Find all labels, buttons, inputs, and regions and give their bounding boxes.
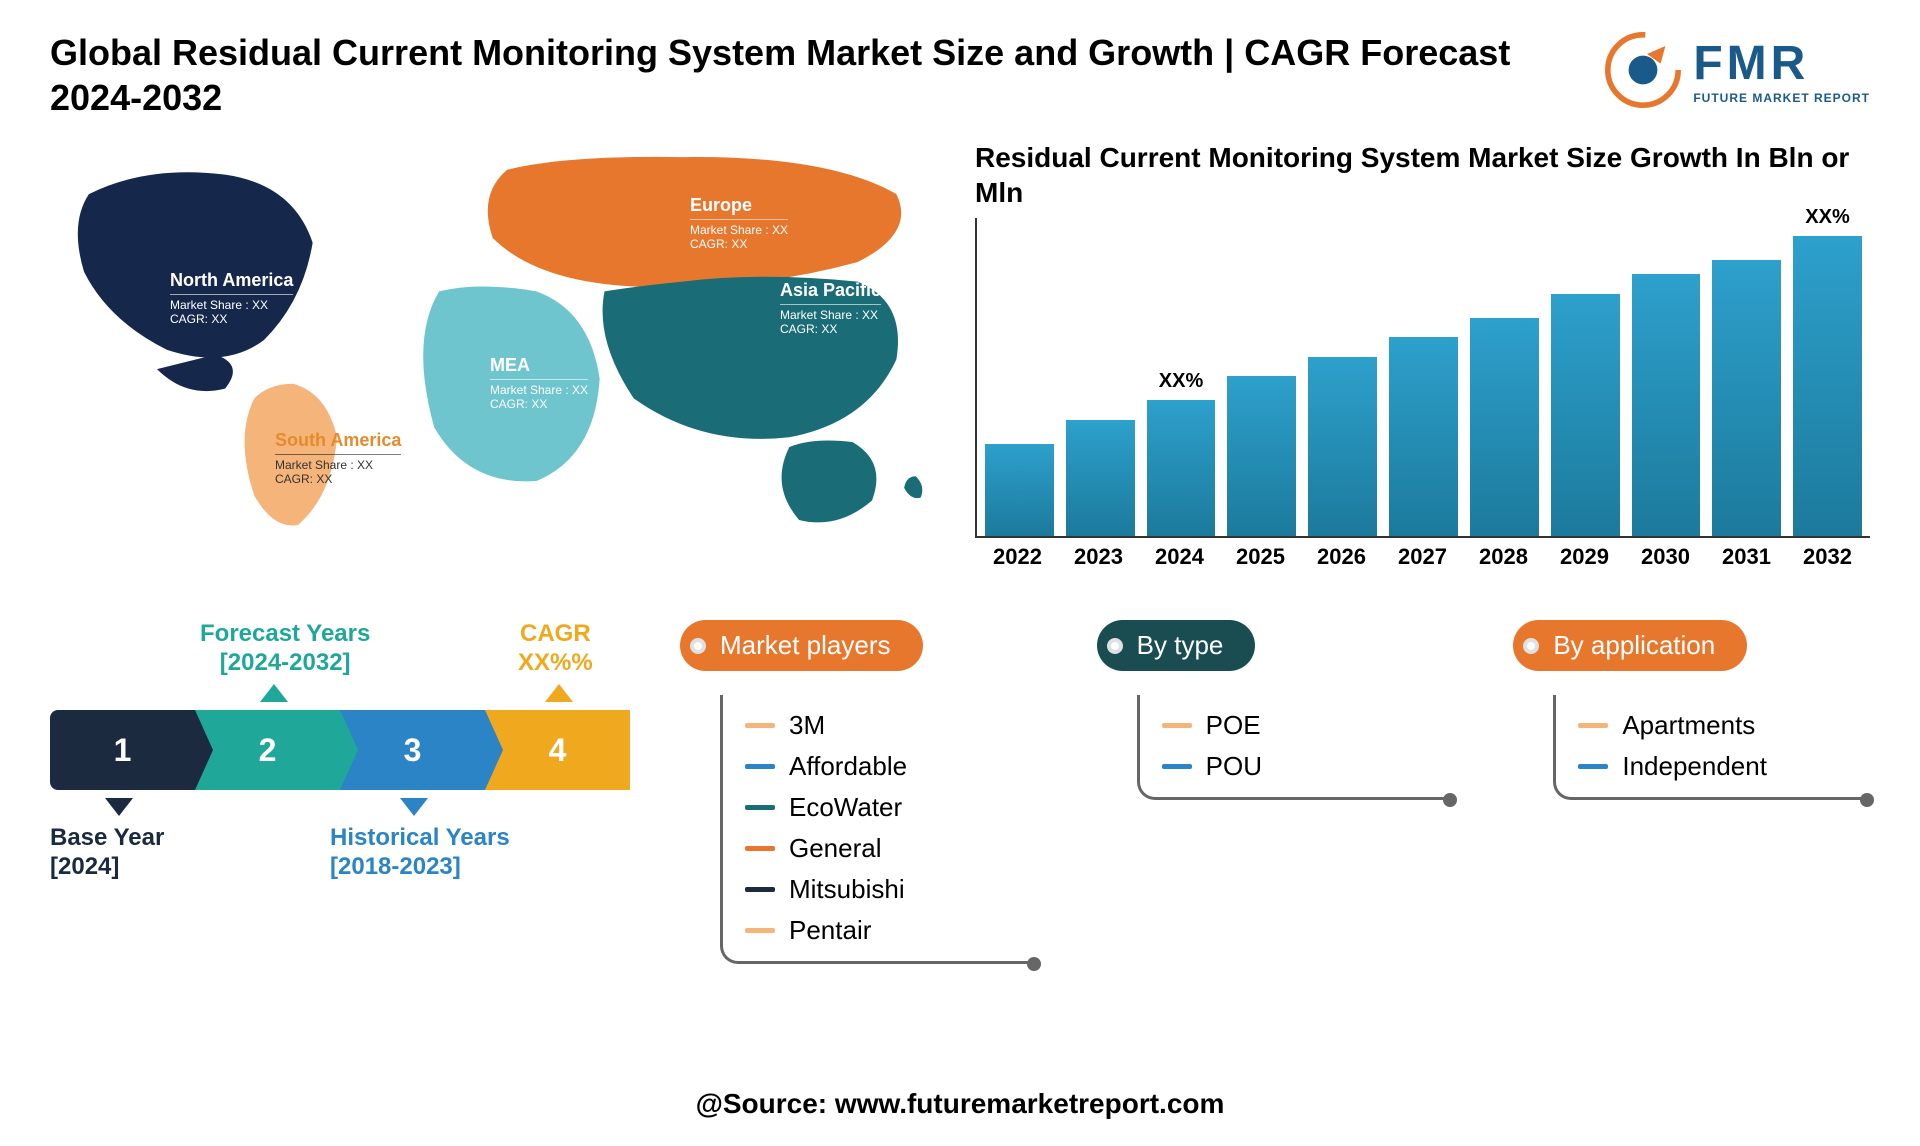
timeline-block: Forecast Years [2024-2032] CAGR XX%% 123…	[50, 620, 630, 880]
region-eu: EuropeMarket Share : XXCAGR: XX	[690, 195, 788, 251]
category-list: 3MAffordableEcoWaterGeneralMitsubishiPen…	[720, 695, 1037, 964]
bar-2025	[1227, 376, 1296, 536]
xlabel-2026: 2026	[1307, 544, 1376, 570]
list-item: Mitsubishi	[745, 869, 1037, 910]
timeline-seg-2: 2	[195, 710, 340, 790]
timeline-label-hist: Historical Years [2018-2023]	[330, 824, 510, 882]
xlabel-2025: 2025	[1226, 544, 1295, 570]
xlabel-2030: 2030	[1631, 544, 1700, 570]
list-item: POU	[1162, 746, 1454, 787]
bar-2028	[1470, 318, 1539, 536]
category-pill: By application	[1513, 620, 1747, 671]
region-mea: MEAMarket Share : XXCAGR: XX	[490, 355, 588, 411]
bar-2024: XX%	[1147, 400, 1216, 536]
list-item: Affordable	[745, 746, 1037, 787]
bar-chart-bars: XX% XX%	[975, 218, 1870, 538]
timeline-seg-4: 4	[485, 710, 630, 790]
xlabel-2029: 2029	[1550, 544, 1619, 570]
category-list: POEPOU	[1137, 695, 1454, 800]
timeline-label-cagr: CAGR XX%%	[518, 620, 593, 678]
bar-2026	[1308, 357, 1377, 536]
xlabel-2022: 2022	[983, 544, 1052, 570]
category-pill: By type	[1097, 620, 1256, 671]
timeline-seg-1: 1	[50, 710, 195, 790]
list-item: EcoWater	[745, 787, 1037, 828]
fmr-logo: FMR FUTURE MARKET REPORT	[1603, 30, 1870, 110]
bar-2027	[1389, 337, 1458, 536]
logo-text-sub: FUTURE MARKET REPORT	[1693, 91, 1870, 105]
xlabel-2023: 2023	[1064, 544, 1133, 570]
xlabel-2031: 2031	[1712, 544, 1781, 570]
growth-chart: Residual Current Monitoring System Marke…	[975, 140, 1870, 570]
list-item: Independent	[1578, 746, 1870, 787]
map-svg	[50, 140, 945, 540]
region-sa: South AmericaMarket Share : XXCAGR: XX	[275, 430, 401, 486]
logo-text-fmr: FMR	[1693, 36, 1870, 91]
bar-2032: XX%	[1793, 236, 1862, 536]
xlabel-2032: 2032	[1793, 544, 1862, 570]
timeline-label-forecast: Forecast Years [2024-2032]	[200, 620, 370, 678]
xlabel-2028: 2028	[1469, 544, 1538, 570]
source-attribution: @Source: www.futuremarketreport.com	[0, 1088, 1920, 1120]
timeline-label-base: Base Year [2024]	[50, 824, 164, 882]
bar-2022	[985, 444, 1054, 536]
timeline-seg-3: 3	[340, 710, 485, 790]
bar-2029	[1551, 294, 1620, 536]
chart-title: Residual Current Monitoring System Marke…	[975, 140, 1870, 210]
xlabel-2027: 2027	[1388, 544, 1457, 570]
bar-chart-xaxis: 2022 2023 2024 2025 2026 2027 2028 2029 2030 2031…	[975, 544, 1870, 570]
list-item: POE	[1162, 705, 1454, 746]
list-item: 3M	[745, 705, 1037, 746]
xlabel-2024: 2024	[1145, 544, 1214, 570]
category-list: ApartmentsIndependent	[1553, 695, 1870, 800]
world-map: North AmericaMarket Share : XXCAGR: XX So…	[50, 140, 945, 540]
timeline-bar: 1234	[50, 710, 630, 790]
list-item: General	[745, 828, 1037, 869]
category-pill: Market players	[680, 620, 923, 671]
page-title: Global Residual Current Monitoring Syste…	[50, 30, 1550, 120]
logo-icon	[1603, 30, 1683, 110]
category-2: By application ApartmentsIndependent	[1513, 620, 1870, 964]
category-1: By type POEPOU	[1097, 620, 1454, 964]
bar-2030	[1632, 274, 1701, 536]
region-na: North AmericaMarket Share : XXCAGR: XX	[170, 270, 293, 326]
category-0: Market players 3MAffordableEcoWaterGenera…	[680, 620, 1037, 964]
list-item: Pentair	[745, 910, 1037, 951]
bar-2031	[1712, 260, 1781, 536]
list-item: Apartments	[1578, 705, 1870, 746]
region-ap: Asia PacificMarket Share : XXCAGR: XX	[780, 280, 881, 336]
bar-2023	[1066, 420, 1135, 536]
